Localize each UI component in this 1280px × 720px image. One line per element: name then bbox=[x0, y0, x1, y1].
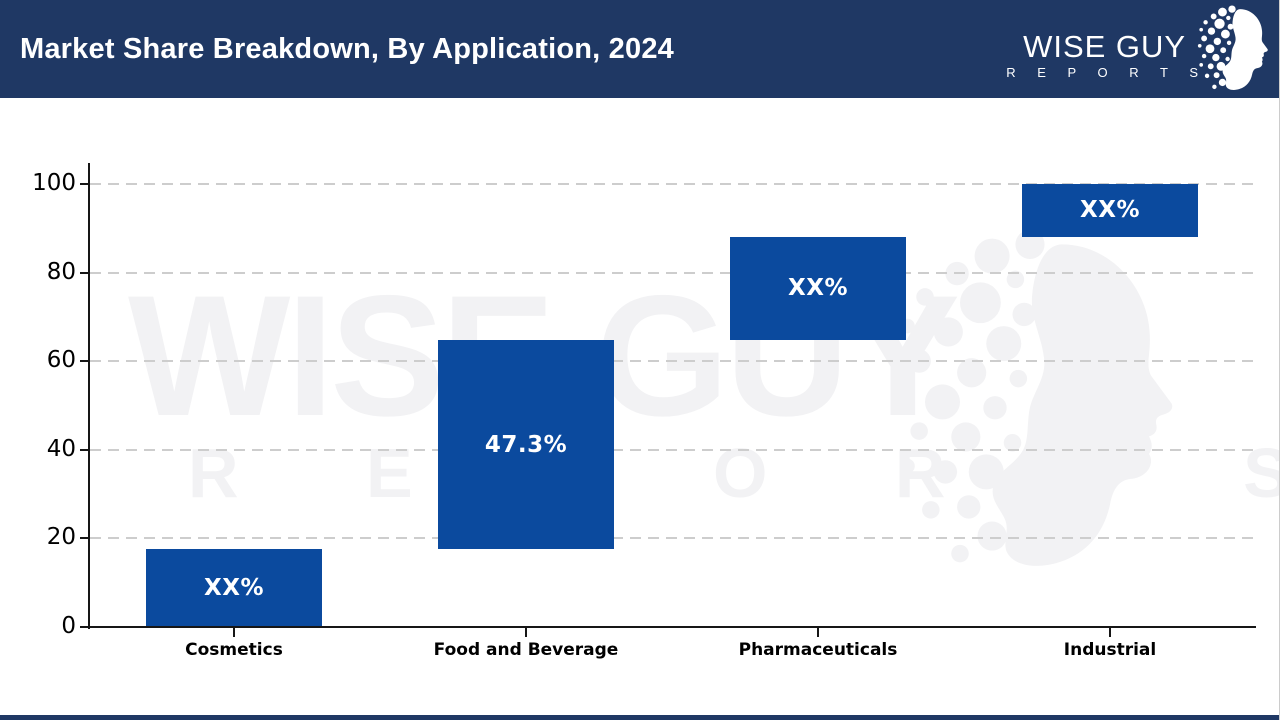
bar-industrial: XX% bbox=[1022, 184, 1198, 237]
bar-value-label: XX% bbox=[787, 275, 848, 302]
page-title: Market Share Breakdown, By Application, … bbox=[20, 32, 674, 65]
y-tick-40 bbox=[80, 448, 88, 451]
bar-cosmetics: XX% bbox=[146, 549, 322, 627]
bar-value-label: XX% bbox=[1079, 197, 1140, 224]
wise-guy-logo: WISE GUY R E P O R T S bbox=[1002, 4, 1269, 92]
x-tick-label-2: Pharmaceuticals bbox=[738, 640, 898, 660]
x-tick-1 bbox=[525, 628, 527, 637]
footer-strip bbox=[0, 715, 1279, 720]
bar-value-label: XX% bbox=[203, 575, 264, 602]
logo-text: WISE GUY R E P O R T S bbox=[1002, 31, 1207, 80]
header-bar: Market Share Breakdown, By Application, … bbox=[0, 0, 1279, 98]
dotted-head-icon bbox=[1197, 5, 1268, 90]
y-tick-label-0: 0 bbox=[61, 613, 76, 639]
y-tick-label-20: 20 bbox=[46, 524, 76, 551]
x-axis bbox=[88, 626, 1256, 628]
logo-wordmark: WISE GUY bbox=[1023, 28, 1187, 64]
gridline-20 bbox=[90, 537, 1256, 540]
watermark-head-icon bbox=[894, 229, 1173, 566]
gridline-100 bbox=[90, 183, 1256, 185]
bar-pharmaceuticals: XX% bbox=[730, 236, 906, 340]
y-tick-80 bbox=[80, 271, 88, 274]
y-tick-label-40: 40 bbox=[46, 435, 76, 462]
y-tick-60 bbox=[80, 360, 88, 363]
y-axis bbox=[88, 163, 90, 629]
y-tick-0 bbox=[80, 626, 88, 628]
bar-food-and-beverage: 47.3% bbox=[438, 339, 614, 550]
x-tick-label-1: Food and Beverage bbox=[433, 640, 619, 660]
y-tick-label-80: 80 bbox=[46, 258, 76, 285]
gridline-60 bbox=[90, 360, 1256, 363]
gridline-80 bbox=[90, 271, 1256, 274]
y-tick-label-100: 100 bbox=[32, 170, 76, 196]
y-tick-label-60: 60 bbox=[46, 347, 76, 374]
x-tick-label-3: Industrial bbox=[1063, 640, 1157, 660]
bar-value-label: 47.3% bbox=[484, 431, 568, 458]
x-tick-3 bbox=[1109, 628, 1111, 637]
x-tick-0 bbox=[233, 628, 235, 637]
x-tick-2 bbox=[817, 628, 819, 637]
logo-subtitle: R E P O R T S bbox=[1006, 64, 1207, 80]
x-tick-label-0: Cosmetics bbox=[185, 640, 283, 660]
y-tick-20 bbox=[80, 537, 88, 540]
gridline-40 bbox=[90, 448, 1256, 451]
y-tick-100 bbox=[80, 183, 88, 185]
